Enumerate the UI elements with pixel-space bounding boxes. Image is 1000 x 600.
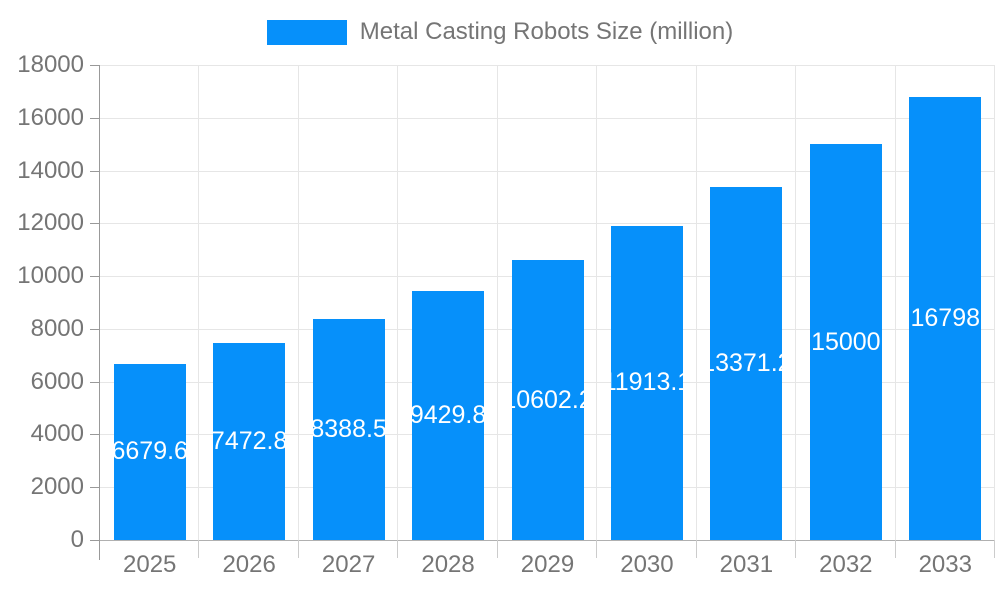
v-gridline [297, 65, 299, 540]
v-gridline [596, 65, 598, 540]
y-axis-tick-label: 12000 [17, 209, 84, 237]
bar-2025[interactable]: 6679.6 [113, 363, 186, 540]
bar-value-label: 11913.1 [611, 368, 683, 397]
bar-2028[interactable]: 9429.8 [412, 291, 485, 540]
h-gridline [100, 170, 995, 172]
bar-2026[interactable]: 7472.8 [213, 342, 286, 540]
v-gridline [695, 65, 697, 540]
y-axis-tick-label: 4000 [30, 420, 84, 448]
v-gridline [397, 65, 399, 540]
v-gridline [795, 65, 797, 540]
x-axis-tick-label: 2026 [222, 551, 276, 578]
bar-value-label: 16798 [910, 303, 981, 332]
bar-value-label: 9429.8 [412, 401, 485, 430]
y-tick-mark [90, 487, 100, 489]
bar-value-label: 13371.2 [710, 349, 782, 378]
y-tick-mark [90, 328, 100, 330]
y-axis-tick-label: 8000 [30, 314, 84, 342]
x-axis-tick-label: 2033 [918, 551, 972, 578]
v-gridline [894, 65, 896, 540]
bar-2033[interactable]: 16798 [909, 96, 982, 540]
legend[interactable]: Metal Casting Robots Size (million) [0, 18, 1000, 46]
bar-2029[interactable]: 10602.2 [511, 260, 584, 540]
v-gridline [994, 65, 995, 540]
bar-2032[interactable]: 15000 [809, 144, 882, 540]
x-axis-tick-label: 2032 [819, 551, 873, 578]
legend-label: Metal Casting Robots Size (million) [359, 18, 734, 45]
x-axis-tick-label: 2027 [321, 551, 376, 578]
y-tick-mark [90, 540, 100, 541]
y-axis-tick-label: 2000 [30, 473, 84, 501]
y-tick-mark [90, 170, 100, 172]
x-tick-mark [496, 540, 498, 558]
x-axis-tick-label: 2028 [421, 551, 475, 578]
x-tick-mark [397, 540, 399, 558]
y-tick-mark [90, 223, 100, 225]
y-axis-tick-label: 0 [70, 526, 84, 553]
x-axis-tick-label: 2029 [520, 551, 575, 578]
y-tick-mark [90, 381, 100, 383]
x-tick-mark [297, 540, 299, 558]
bar-value-label: 10602.2 [512, 385, 584, 414]
bar-value-label: 8388.5 [312, 414, 385, 443]
y-axis-tick-label: 16000 [17, 103, 84, 131]
plot-area: 6679.6 7472.8 8388.5 9429.8 10602.2 11913.1 13… [100, 65, 995, 541]
x-tick-mark [994, 540, 995, 558]
y-tick-mark [90, 434, 100, 436]
bar-value-label: 6679.6 [113, 437, 186, 466]
bar-2030[interactable]: 11913.1 [610, 225, 683, 540]
x-axis-tick-label: 2031 [719, 551, 774, 578]
y-axis-tick-label: 18000 [17, 51, 84, 78]
y-tick-mark [90, 276, 100, 278]
h-gridline [100, 223, 995, 225]
x-tick-mark [596, 540, 598, 558]
y-tick-mark [90, 65, 100, 66]
x-tick-mark [198, 540, 200, 558]
bar-value-label: 7472.8 [213, 426, 286, 455]
v-gridline [198, 65, 200, 540]
h-gridline [100, 117, 995, 119]
y-axis-tick-label: 14000 [17, 156, 84, 184]
bar-value-label: 15000 [811, 327, 881, 356]
x-tick-mark [795, 540, 797, 558]
bar-2031[interactable]: 13371.2 [710, 187, 783, 540]
legend-color-swatch-icon [266, 19, 347, 45]
bar-2027[interactable]: 8388.5 [312, 318, 385, 540]
x-axis-tick-label: 2030 [620, 551, 674, 578]
v-gridline [496, 65, 498, 540]
x-tick-mark [894, 540, 896, 558]
x-axis-tick-label: 2025 [123, 551, 177, 578]
x-axis-baseline [100, 540, 995, 541]
y-axis-tick-label: 6000 [30, 367, 84, 395]
y-tick-mark [90, 117, 100, 119]
h-gridline [100, 65, 995, 66]
x-tick-mark [695, 540, 697, 558]
y-axis-line [99, 65, 100, 560]
y-axis-tick-label: 10000 [17, 262, 84, 290]
